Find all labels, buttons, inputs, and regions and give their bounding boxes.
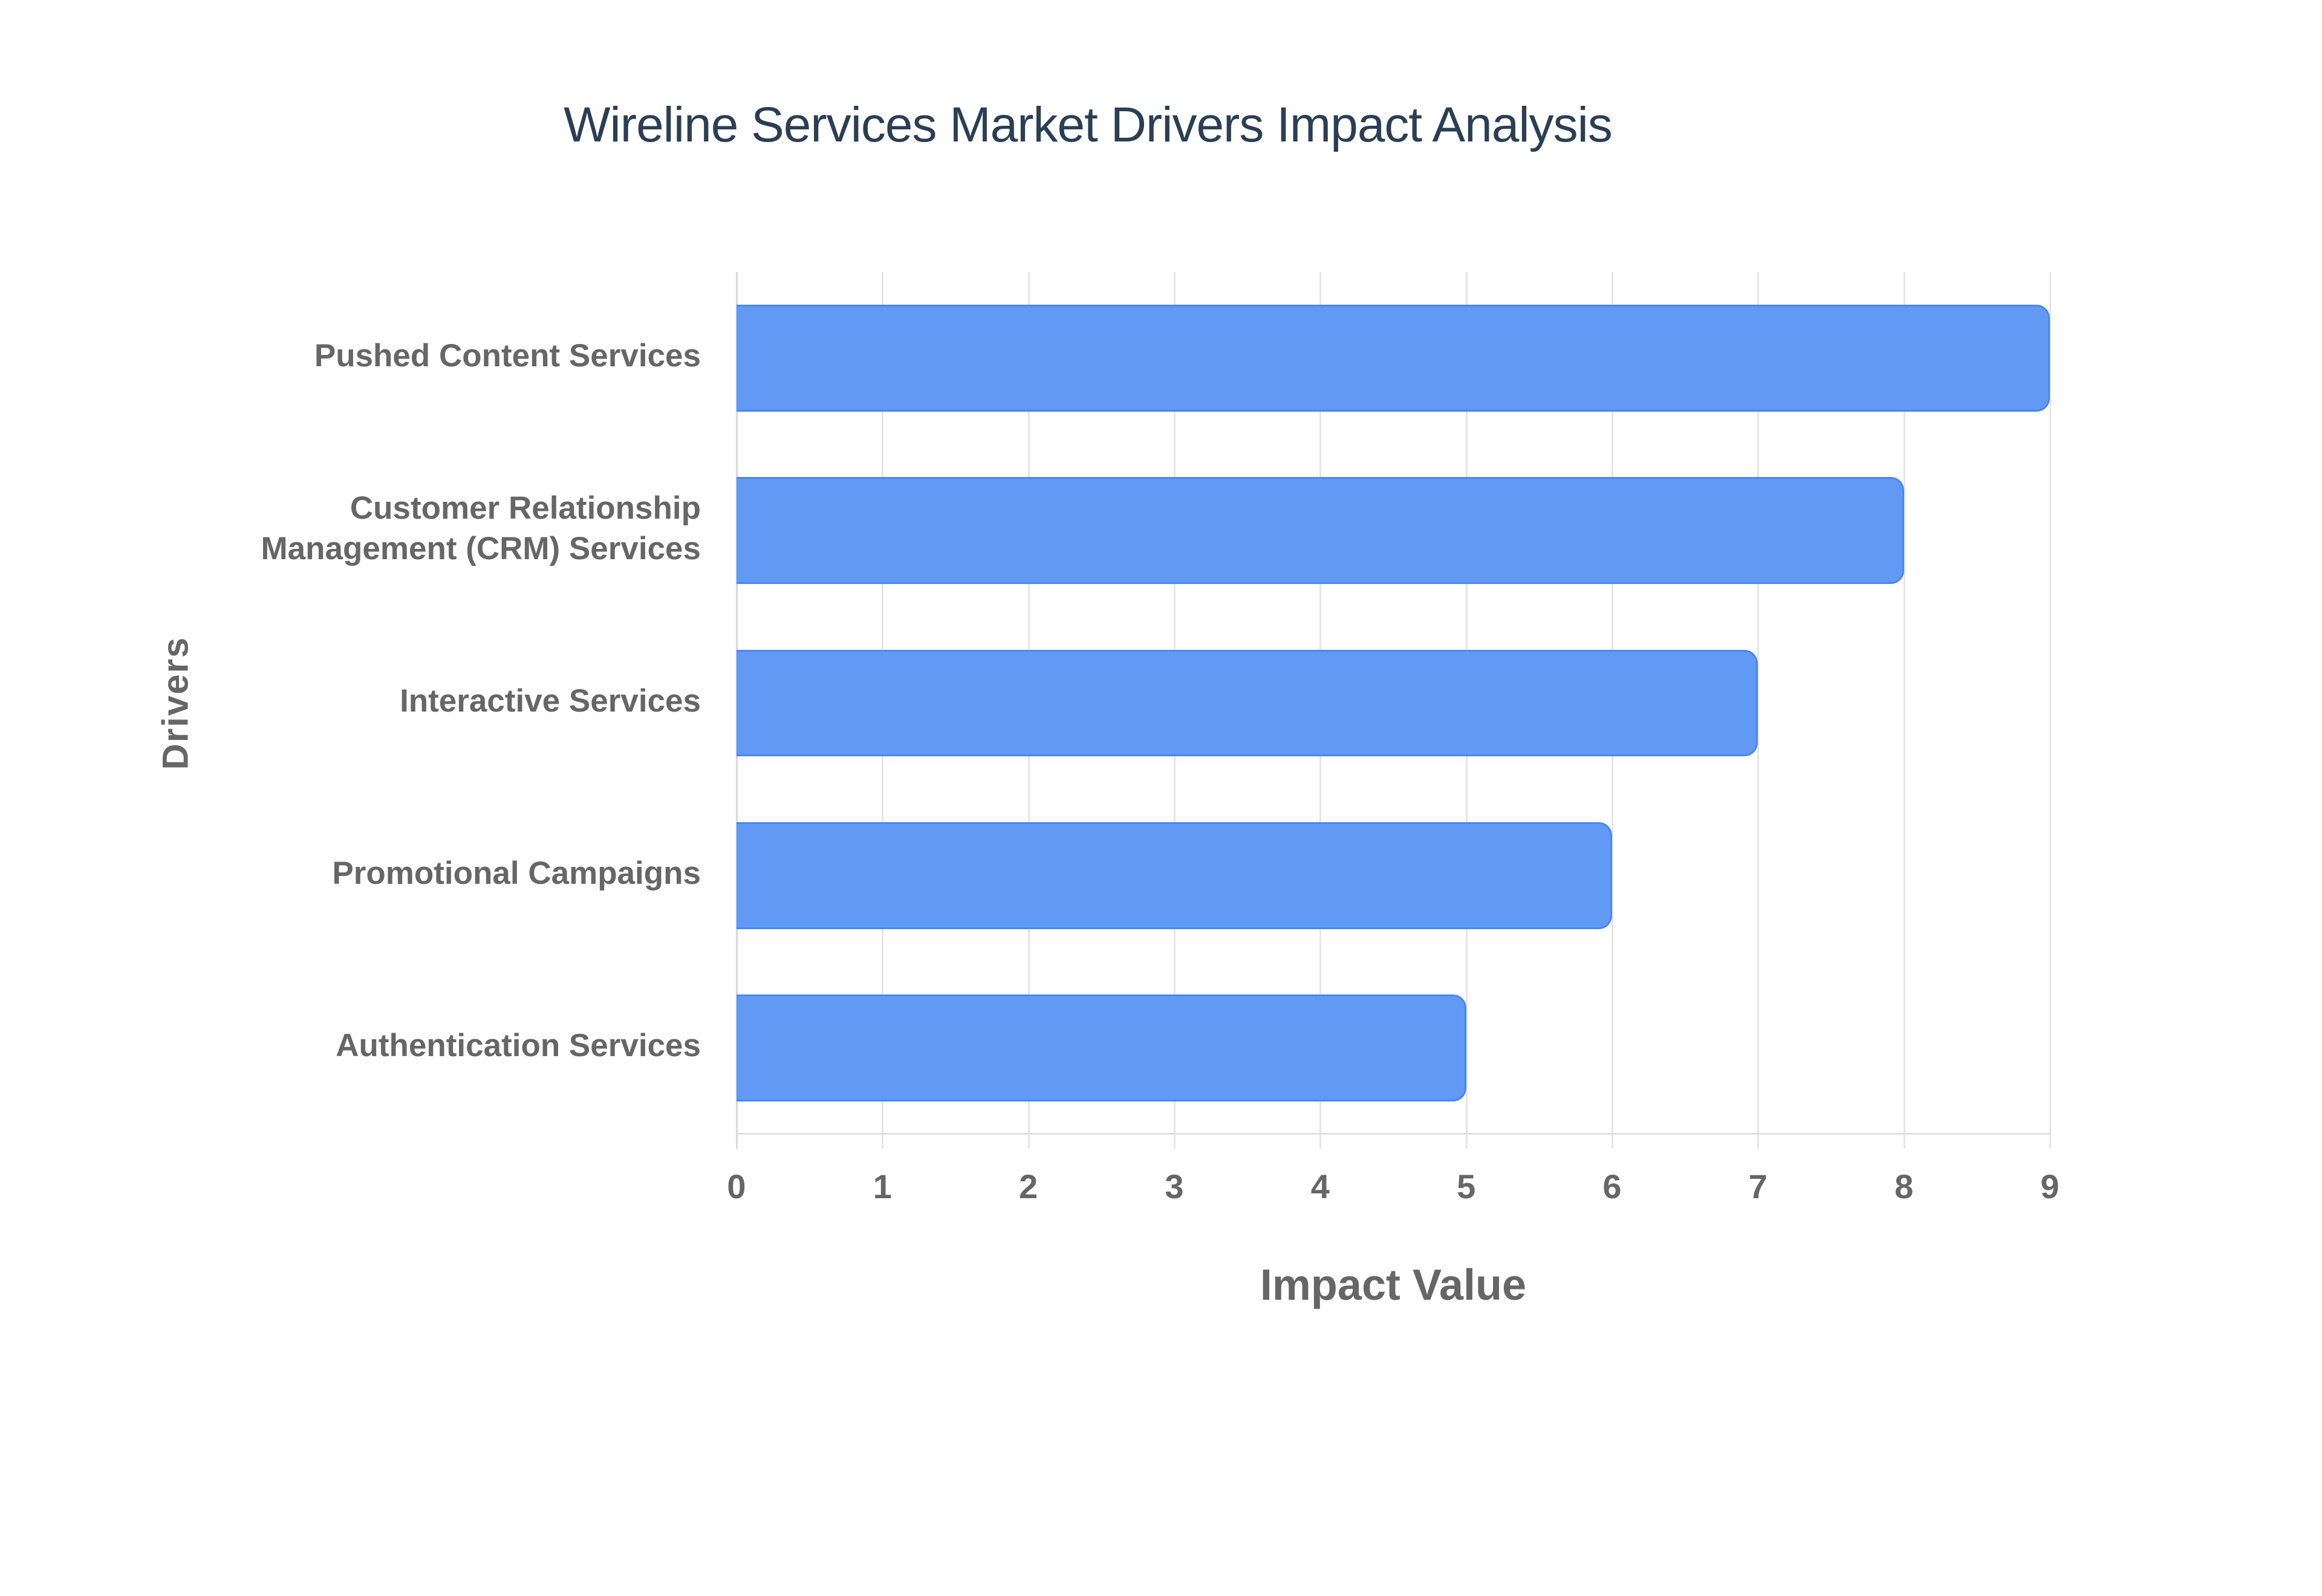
y-tick-label: Promotional Campaigns bbox=[157, 853, 701, 894]
bar-promotional-campaigns[interactable] bbox=[737, 822, 1612, 929]
x-tick-label: 6 bbox=[1602, 1167, 1622, 1205]
y-tick-label: Pushed Content Services bbox=[157, 336, 701, 376]
gridline-9 bbox=[2049, 272, 2051, 1149]
bar-authentication-services[interactable] bbox=[737, 994, 1466, 1101]
y-tick-label: Customer Relationship Management (CRM) S… bbox=[157, 488, 701, 569]
y-tick-label: Interactive Services bbox=[157, 681, 701, 721]
gridline-8 bbox=[1903, 272, 1905, 1149]
y-tick-label-line: Customer Relationship bbox=[350, 490, 701, 526]
x-axis-line bbox=[737, 1133, 2050, 1135]
y-axis-title: Drivers bbox=[155, 636, 196, 770]
bar-pushed-content-services[interactable] bbox=[737, 305, 2050, 412]
x-tick-label: 3 bbox=[1165, 1167, 1184, 1205]
plot-area bbox=[736, 272, 2051, 1149]
x-tick-label: 8 bbox=[1894, 1167, 1914, 1205]
y-tick-label-line: Interactive Services bbox=[400, 683, 701, 719]
y-tick-label-line: Management (CRM) Services bbox=[261, 530, 701, 566]
x-tick-label: 0 bbox=[727, 1167, 746, 1205]
x-tick-label: 4 bbox=[1310, 1167, 1330, 1205]
x-axis-title: Impact Value bbox=[1260, 1261, 1527, 1309]
gridline-7 bbox=[1757, 272, 1760, 1149]
x-tick-label: 7 bbox=[1748, 1167, 1768, 1205]
y-tick-label-line: Pushed Content Services bbox=[314, 338, 701, 374]
x-tick-label: 5 bbox=[1457, 1167, 1476, 1205]
y-tick-label-line: Authentication Services bbox=[336, 1027, 701, 1063]
bar-interactive-services[interactable] bbox=[737, 649, 1758, 757]
y-tick-label: Authentication Services bbox=[157, 1025, 701, 1066]
x-tick-label: 2 bbox=[1019, 1167, 1038, 1205]
y-tick-label-line: Promotional Campaigns bbox=[332, 855, 701, 891]
x-tick-label: 1 bbox=[873, 1167, 892, 1205]
x-tick-label: 9 bbox=[2040, 1167, 2060, 1205]
bar-crm-services[interactable] bbox=[737, 477, 1904, 585]
chart-title: Wireline Services Market Drivers Impact … bbox=[564, 97, 1613, 152]
